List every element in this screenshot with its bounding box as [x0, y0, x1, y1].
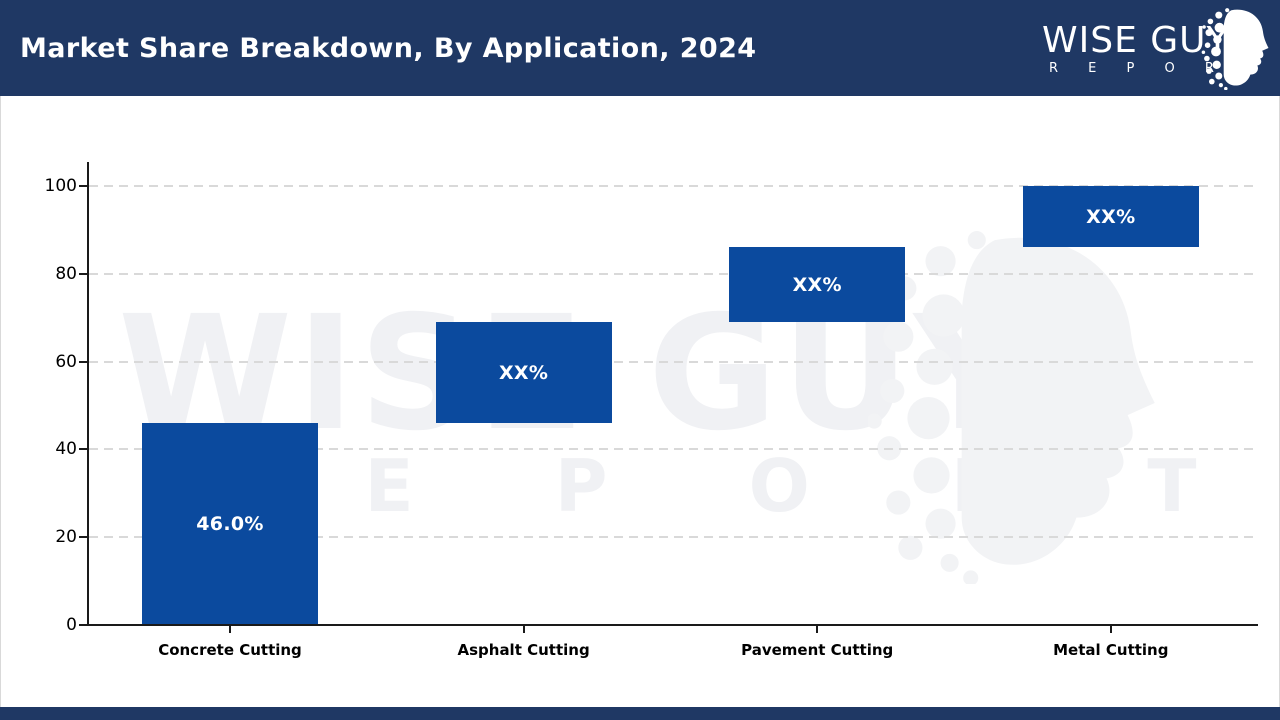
- y-tick-label-20: 20: [55, 527, 77, 548]
- bar-pavement-cutting: XX%: [729, 247, 906, 323]
- bar-value-label: XX%: [498, 361, 549, 384]
- y-tick-20: [79, 536, 87, 539]
- bar-asphalt-cutting: XX%: [435, 322, 612, 424]
- y-tick-60: [79, 360, 87, 363]
- gridline-80: [89, 272, 1253, 275]
- bar-metal-cutting: XX%: [1022, 186, 1199, 248]
- bar-value-label: 46.0%: [196, 513, 264, 536]
- bar-concrete-cutting: 46.0%: [142, 423, 318, 625]
- watermark-face-icon: [868, 231, 1155, 584]
- logo-reports-text: R E P O R T S: [1049, 61, 1280, 76]
- x-tick-label-1: Asphalt Cutting: [457, 641, 590, 659]
- gridline-100: [89, 185, 1253, 187]
- x-tick-1: [522, 626, 525, 633]
- y-tick-80: [79, 272, 87, 275]
- gridline-40: [89, 448, 1253, 451]
- y-tick-label-80: 80: [55, 263, 77, 284]
- x-tick-label-3: Metal Cutting: [1053, 641, 1169, 659]
- y-tick-40: [79, 448, 87, 451]
- x-tick-2: [816, 626, 819, 633]
- gridline-60: [89, 360, 1253, 363]
- bar-value-label: XX%: [792, 273, 842, 296]
- footer-bar: [0, 707, 1280, 720]
- chart-title: Market Share Breakdown, By Application, …: [20, 32, 757, 64]
- y-tick-label-0: 0: [66, 615, 77, 635]
- logo-face-icon: [1201, 8, 1269, 90]
- x-tick-label-0: Concrete Cutting: [158, 641, 302, 659]
- bar-value-label: XX%: [1086, 205, 1136, 228]
- y-tick-label-60: 60: [55, 351, 77, 372]
- y-tick-0: [79, 624, 87, 626]
- y-tick-label-40: 40: [55, 439, 77, 460]
- x-tick-label-2: Pavement Cutting: [741, 641, 894, 659]
- y-axis-line: [87, 162, 89, 626]
- x-tick-3: [1109, 626, 1112, 633]
- x-axis-line: [87, 624, 1258, 626]
- gridline-20: [89, 536, 1253, 539]
- y-tick-100: [79, 185, 87, 187]
- y-tick-label-100: 100: [44, 176, 77, 196]
- header-bar: Market Share Breakdown, By Application, …: [0, 0, 1280, 96]
- x-tick-0: [229, 626, 231, 633]
- logo-wiseguy-text: WISE GUY: [1042, 20, 1230, 61]
